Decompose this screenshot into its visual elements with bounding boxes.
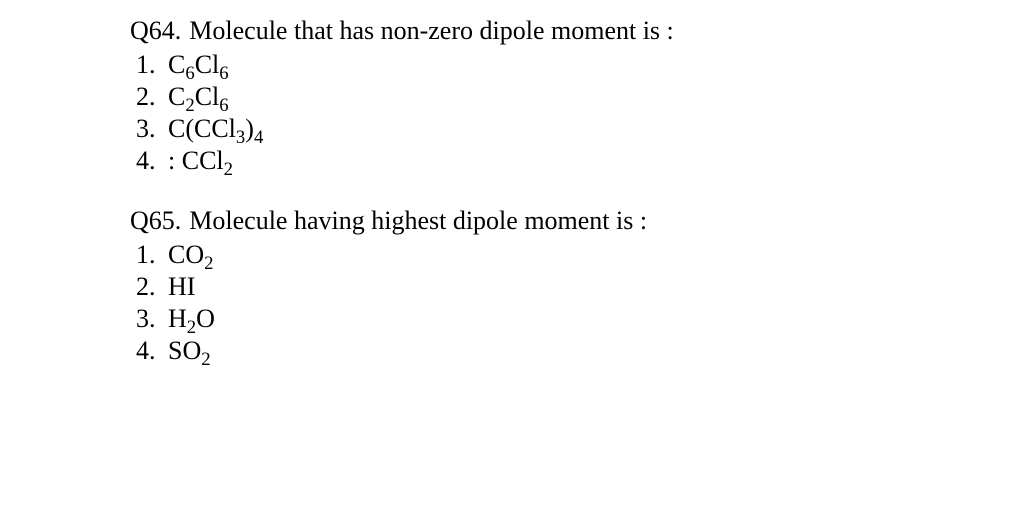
option-formula: SO2 [168, 336, 211, 366]
option-number: 3. [136, 114, 160, 144]
question-block-65: Q65. Molecule having highest dipole mome… [130, 206, 1024, 366]
option-number: 3. [136, 304, 160, 334]
option-number: 4. [136, 336, 160, 366]
question-text: Molecule that has non-zero dipole moment… [189, 16, 674, 46]
option-number: 2. [136, 272, 160, 302]
question-prompt: Q65. Molecule having highest dipole mome… [130, 206, 1024, 236]
option-item: 1. CO2 [136, 240, 1024, 270]
option-number: 4. [136, 146, 160, 176]
question-block-64: Q64. Molecule that has non-zero dipole m… [130, 16, 1024, 176]
question-id: Q65. [130, 206, 181, 236]
option-formula: C6Cl6 [168, 50, 229, 80]
option-item: 2. C2Cl6 [136, 82, 1024, 112]
option-item: 1. C6Cl6 [136, 50, 1024, 80]
option-number: 2. [136, 82, 160, 112]
options-list: 1. CO2 2. HI 3. H2O 4. SO2 [130, 240, 1024, 366]
option-item: 3. C(CCl3)4 [136, 114, 1024, 144]
option-item: 3. H2O [136, 304, 1024, 334]
question-id: Q64. [130, 16, 181, 46]
option-item: 2. HI [136, 272, 1024, 302]
option-formula: CO2 [168, 240, 213, 270]
option-item: 4. : CCl2 [136, 146, 1024, 176]
option-formula: C(CCl3)4 [168, 114, 263, 144]
option-number: 1. [136, 240, 160, 270]
option-formula: C2Cl6 [168, 82, 229, 112]
option-number: 1. [136, 50, 160, 80]
option-item: 4. SO2 [136, 336, 1024, 366]
question-prompt: Q64. Molecule that has non-zero dipole m… [130, 16, 1024, 46]
option-formula: HI [168, 272, 195, 302]
question-text: Molecule having highest dipole moment is… [189, 206, 647, 236]
options-list: 1. C6Cl6 2. C2Cl6 3. C(CCl3)4 4. : CCl2 [130, 50, 1024, 176]
option-formula: : CCl2 [168, 146, 233, 176]
option-formula: H2O [168, 304, 215, 334]
